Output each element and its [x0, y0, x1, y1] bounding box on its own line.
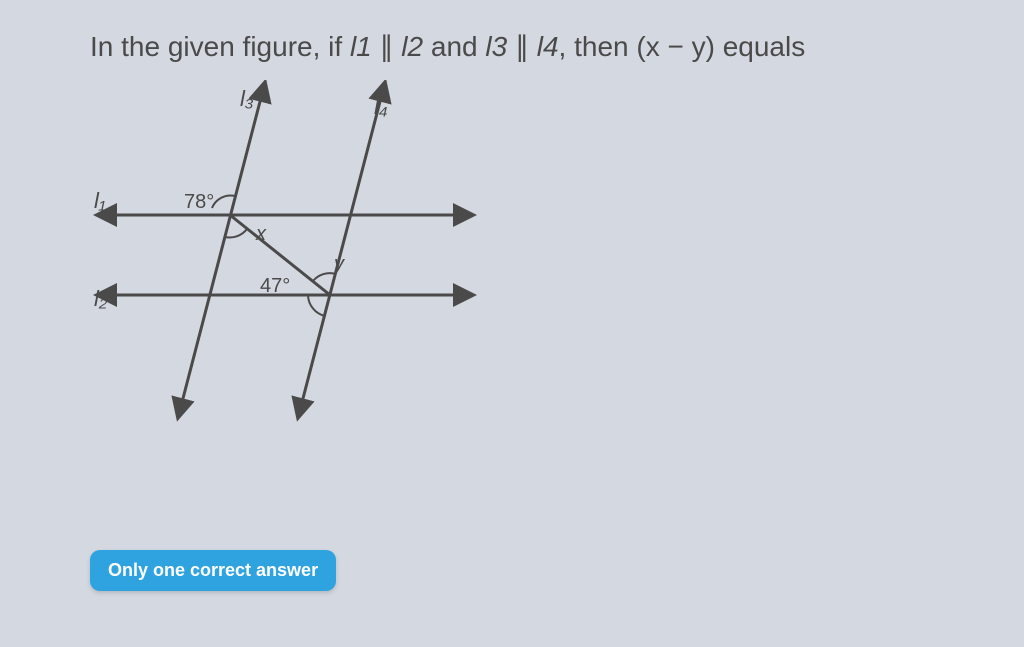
label-y: y — [332, 253, 345, 275]
geometry-figure: l₁ l₂ l₃ l₄ 78° x y 47° — [80, 80, 500, 450]
arc-x — [225, 229, 247, 237]
q-c2b: l4 — [537, 31, 559, 62]
label-l2: l₂ — [94, 286, 108, 311]
q-par1: ∥ — [372, 31, 402, 62]
line-l3 — [180, 90, 263, 410]
label-47: 47° — [260, 275, 290, 297]
arc-47 — [308, 295, 325, 316]
label-l3: l₃ — [240, 86, 254, 111]
label-x: x — [255, 223, 267, 245]
q-suffix: , then (x − y) equals — [559, 31, 806, 62]
q-c1b: l2 — [401, 31, 423, 62]
q-par2: ∥ — [507, 31, 537, 62]
label-78: 78° — [184, 191, 214, 213]
answer-mode-badge: Only one correct answer — [90, 550, 336, 591]
page-root: In the given figure, if l1 ∥ l2 and l3 ∥… — [0, 0, 1024, 647]
q-prefix: In the given figure, if — [90, 31, 350, 62]
label-l4: l₄ — [374, 94, 388, 119]
q-and: and — [423, 31, 485, 62]
line-l4 — [300, 90, 383, 410]
q-c2a: l3 — [485, 31, 507, 62]
label-l1: l₁ — [94, 188, 106, 213]
question-text: In the given figure, if l1 ∥ l2 and l3 ∥… — [90, 30, 805, 63]
q-c1a: l1 — [350, 31, 372, 62]
